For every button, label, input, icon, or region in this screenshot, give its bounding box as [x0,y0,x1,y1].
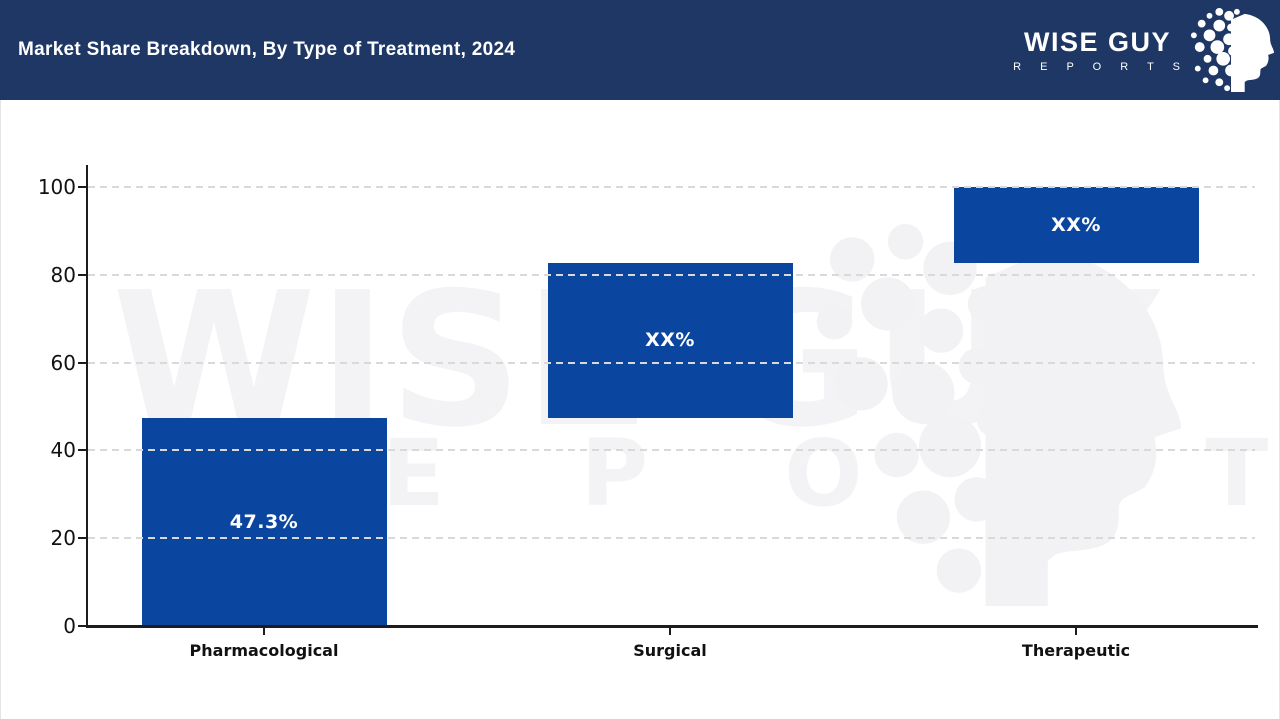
x-category-label-2: Therapeutic [1021,641,1131,660]
x-category-label-0: Pharmacological [189,641,339,660]
y-tick-mark-40 [78,449,86,452]
chart-title: Market Share Breakdown, By Type of Treat… [18,39,516,60]
watermark-head-icon [816,223,1182,607]
bar-surgical: XX% [547,262,793,419]
y-axis-line [86,165,88,627]
dotted-head-icon [1190,7,1275,93]
brand-reports-text: R E P O R T S [1013,61,1188,73]
x-tick-mark-1 [669,628,671,635]
y-tick-mark-60 [78,361,86,364]
bar-value-label: 47.3% [229,511,299,534]
bar-therapeutic: XX% [953,187,1199,263]
bar-pharmacological: 47.3% [141,418,387,626]
brand-name-text: WISE GUY [1024,27,1172,57]
y-tick-mark-80 [78,273,86,276]
x-tick-mark-2 [1075,628,1077,635]
gridline-100 [88,186,1255,188]
y-tick-mark-20 [78,537,86,540]
y-tick-label-0: 0 [63,614,76,638]
brand-logo: WISE GUY R E P O R T S [1007,4,1276,96]
x-category-label-1: Surgical [633,641,707,660]
gridline-20 [88,537,1255,540]
gridline-80 [88,273,1255,276]
y-tick-label-80: 80 [50,262,76,287]
y-tick-label-40: 40 [50,438,76,463]
x-axis-line [86,625,1258,628]
y-tick-label-100: 100 [37,175,76,199]
header-band: Market Share Breakdown, By Type of Treat… [0,0,1280,100]
y-tick-mark-100 [78,186,86,188]
gridline-40 [88,449,1255,452]
bar-value-label: XX% [1051,213,1101,236]
brand-wordmark: WISE GUY R E P O R T S [1007,27,1188,73]
y-tick-label-60: 60 [50,350,76,375]
x-tick-mark-0 [263,628,265,635]
gridline-60 [88,361,1255,364]
y-tick-mark-0 [78,625,86,627]
y-tick-label-20: 20 [50,526,76,551]
bar-value-label: XX% [645,329,695,352]
